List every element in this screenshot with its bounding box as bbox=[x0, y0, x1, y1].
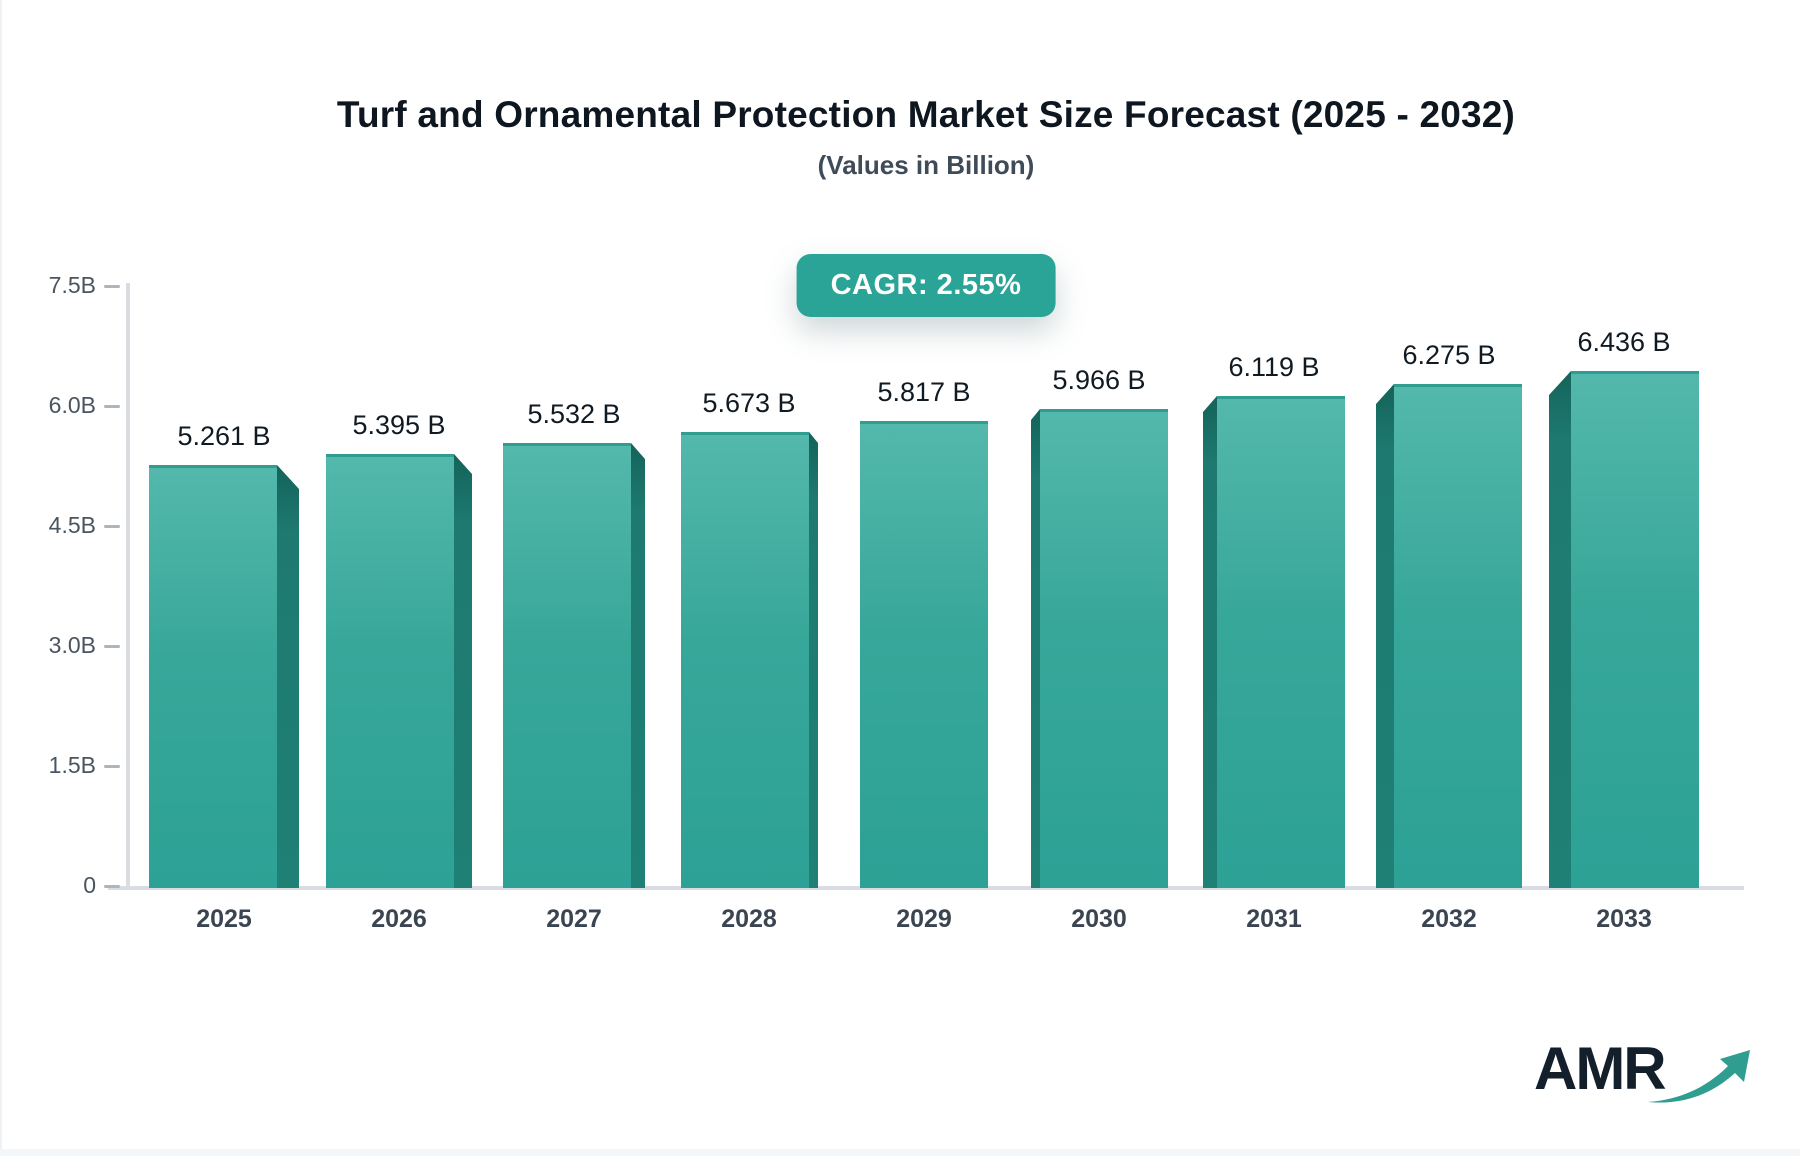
cagr-badge: CAGR: 2.55% bbox=[796, 254, 1056, 317]
y-tick-mark bbox=[104, 765, 120, 768]
bar-value-label: 5.817 B bbox=[877, 377, 971, 407]
y-tick-label: 7.5B bbox=[48, 272, 96, 298]
bar-side-2025 bbox=[277, 465, 299, 888]
x-axis-label: 2033 bbox=[1596, 905, 1652, 933]
bar-2029 bbox=[860, 421, 988, 888]
bar-2031 bbox=[1217, 396, 1345, 888]
bar-2032 bbox=[1394, 384, 1522, 888]
page-edge bbox=[0, 0, 2, 1149]
bar-side-2032 bbox=[1376, 384, 1394, 888]
amr-logo: AMR bbox=[1534, 1030, 1754, 1120]
page-edge bbox=[0, 1149, 1800, 1156]
bar-side-2030 bbox=[1031, 409, 1040, 888]
bar-value-label: 6.436 B bbox=[1577, 327, 1671, 357]
bar-value-label: 5.395 B bbox=[352, 410, 446, 440]
growth-arrow-icon bbox=[1648, 1050, 1750, 1103]
x-axis-label: 2029 bbox=[896, 905, 952, 933]
chart-title: Turf and Ornamental Protection Market Si… bbox=[336, 94, 1516, 135]
chart-subtitle: (Values in Billion) bbox=[817, 150, 1035, 180]
y-tick-mark bbox=[104, 645, 120, 648]
y-tick-label: 0 bbox=[83, 872, 96, 898]
amr-logo-text: AMR bbox=[1534, 1035, 1667, 1102]
y-tick-label: 6.0B bbox=[48, 392, 96, 418]
y-tick-label: 1.5B bbox=[48, 752, 96, 778]
bar-2033 bbox=[1571, 371, 1699, 888]
bar-value-label: 5.966 B bbox=[1052, 365, 1146, 395]
x-axis-label: 2032 bbox=[1421, 905, 1477, 933]
bar-value-label: 6.119 B bbox=[1228, 352, 1320, 382]
y-tick-mark bbox=[104, 285, 120, 288]
x-axis-label: 2030 bbox=[1071, 905, 1127, 933]
bar-side-2027 bbox=[631, 443, 645, 888]
x-axis-label: 2028 bbox=[721, 905, 777, 933]
y-tick-mark bbox=[104, 885, 120, 888]
bar-value-label: 5.532 B bbox=[527, 399, 621, 429]
x-axis-label: 2025 bbox=[196, 905, 252, 933]
bar-value-label: 5.261 B bbox=[177, 421, 271, 451]
bar-side-2028 bbox=[809, 432, 818, 888]
x-axis-label: 2031 bbox=[1246, 905, 1302, 933]
bar-2025 bbox=[149, 465, 277, 888]
x-axis-label: 2027 bbox=[546, 905, 602, 933]
bar-2026 bbox=[326, 454, 454, 888]
y-tick-mark bbox=[104, 525, 120, 528]
y-tick-label: 3.0B bbox=[48, 632, 96, 658]
bar-side-2031 bbox=[1203, 396, 1217, 888]
x-axis-line bbox=[108, 886, 1744, 890]
bar-side-2033 bbox=[1549, 371, 1571, 888]
y-axis-line bbox=[126, 283, 130, 890]
y-tick-label: 4.5B bbox=[48, 512, 96, 538]
bar-2028 bbox=[681, 432, 809, 888]
y-tick-mark bbox=[104, 405, 120, 408]
x-axis-label: 2026 bbox=[371, 905, 427, 933]
bar-value-label: 5.673 B bbox=[702, 388, 796, 418]
bar-side-2026 bbox=[454, 454, 472, 888]
bar-2030 bbox=[1040, 409, 1168, 888]
bar-value-label: 6.275 B bbox=[1402, 340, 1496, 370]
bar-2027 bbox=[503, 443, 631, 888]
